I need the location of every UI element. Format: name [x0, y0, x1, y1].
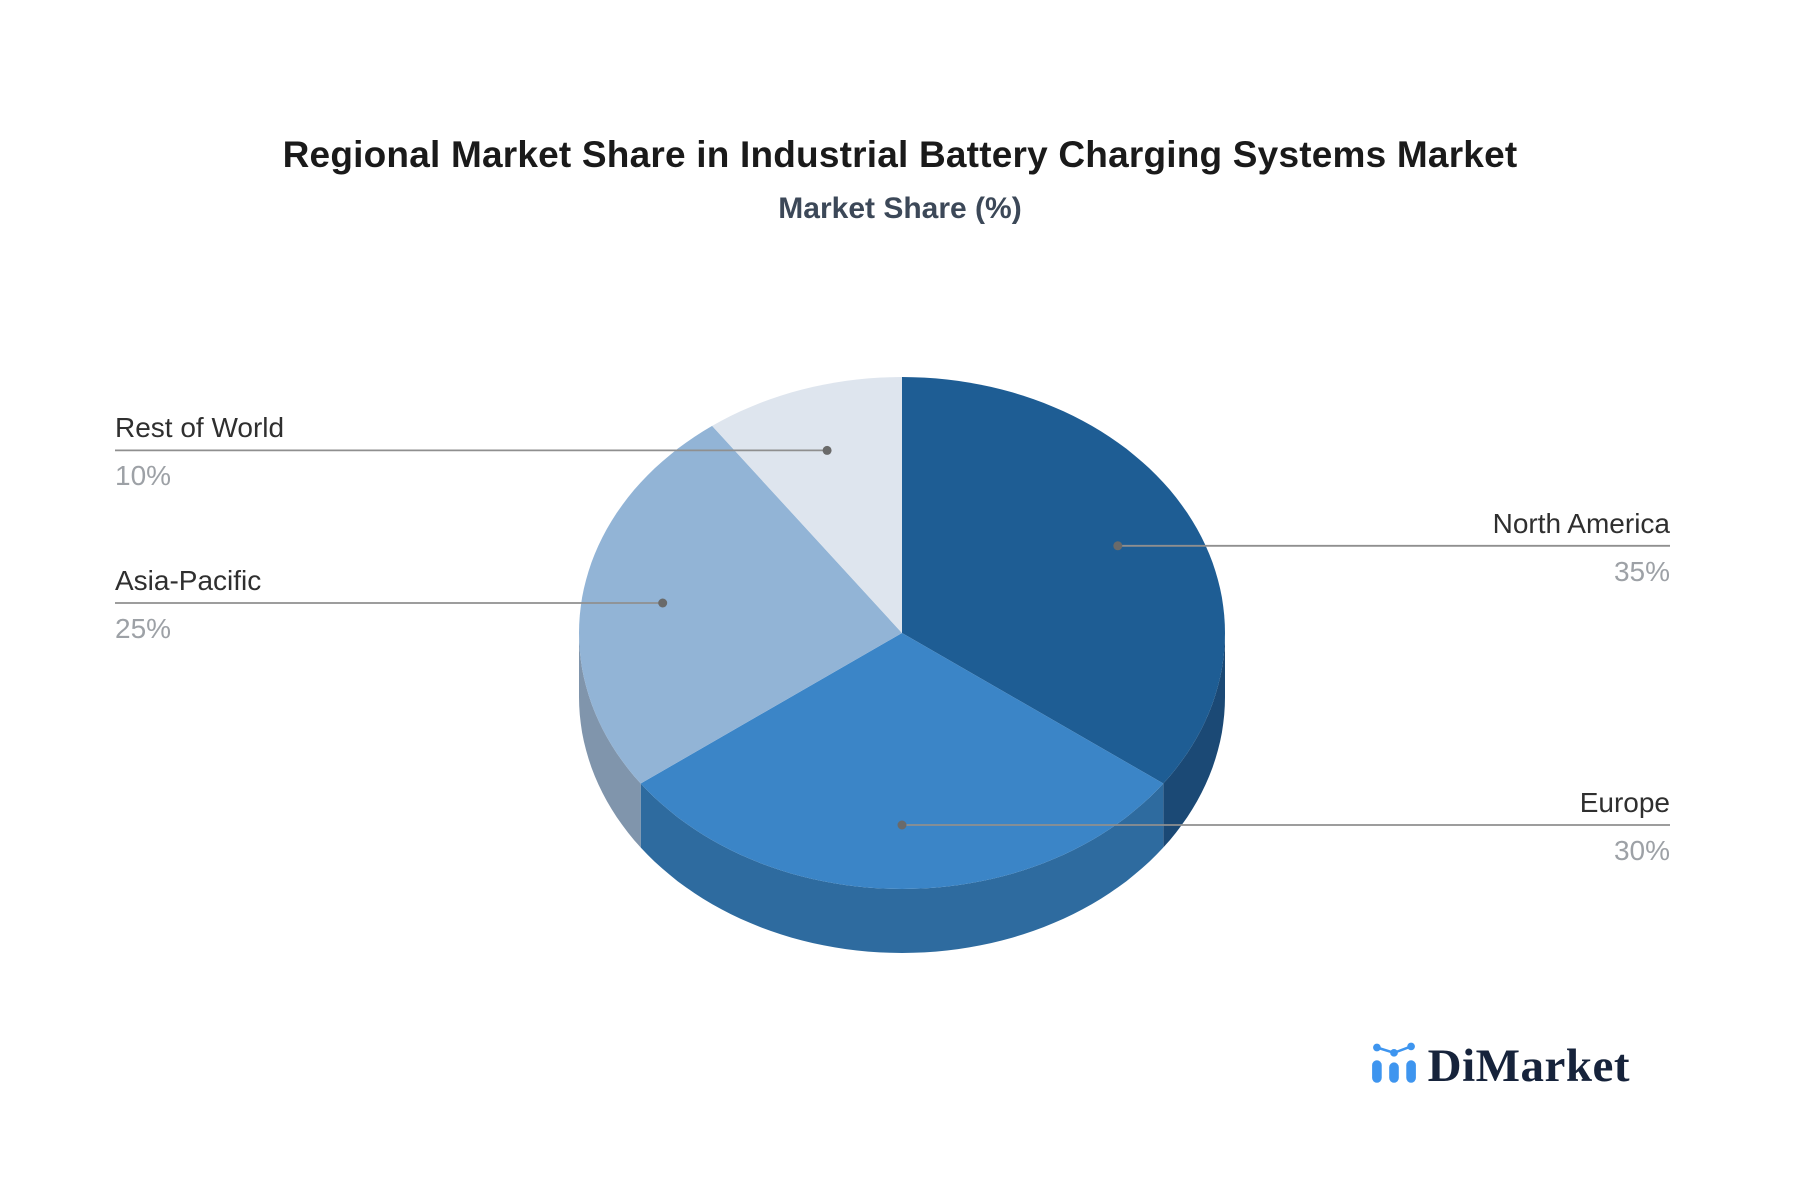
dimarket-logo-text: DiMarket — [1427, 1040, 1630, 1092]
pie-slice-north-america[interactable] — [902, 377, 1225, 784]
dimarket-logo[interactable]: DiMarket — [1371, 1040, 1630, 1092]
leader-dot-rest-of-world — [822, 445, 832, 455]
logo-dot — [1389, 1048, 1398, 1057]
leader-dot-asia-pacific — [658, 598, 668, 608]
pie-slice-rest-of-world[interactable] — [712, 377, 902, 633]
slice-label-value: 10% — [115, 460, 172, 492]
slice-label-value: 30% — [1613, 835, 1670, 866]
slice-label-rest-of-world: Rest of World 10% — [115, 412, 284, 492]
logo-dot — [1372, 1043, 1381, 1052]
pie-slice-asia-pacific[interactable] — [579, 425, 902, 784]
slice-label-name: Asia-Pacific — [115, 564, 262, 596]
slice-label-asia-pacific: Asia-Pacific 25% — [115, 565, 261, 645]
logo-bar — [1371, 1060, 1382, 1083]
slice-label-value: 35% — [1613, 555, 1670, 587]
leader-dot-north-america — [1113, 541, 1123, 551]
slice-label-north-america: North America 35% — [1493, 508, 1670, 588]
slice-label-europe: Europe 30% — [1580, 787, 1670, 867]
dimarket-logo-icon — [1371, 1042, 1416, 1083]
chart-title: Regional Market Share in Industrial Batt… — [282, 134, 1518, 175]
logo-dot — [1406, 1042, 1415, 1051]
leader-dot-europe — [897, 820, 907, 830]
pie-slice-side-europe — [640, 783, 1164, 953]
logo-bar — [1388, 1062, 1399, 1083]
slice-label-name: Europe — [1579, 787, 1670, 818]
slice-label-value: 25% — [115, 612, 172, 644]
pie-slice-side-asia-pacific — [579, 633, 641, 848]
pie-slice-side-north-america — [1163, 633, 1225, 848]
slice-label-name: Rest of World — [115, 412, 285, 444]
chart-subtitle: Market Share (%) — [778, 192, 1022, 225]
logo-bar — [1405, 1060, 1416, 1083]
slice-label-name: North America — [1492, 507, 1670, 539]
